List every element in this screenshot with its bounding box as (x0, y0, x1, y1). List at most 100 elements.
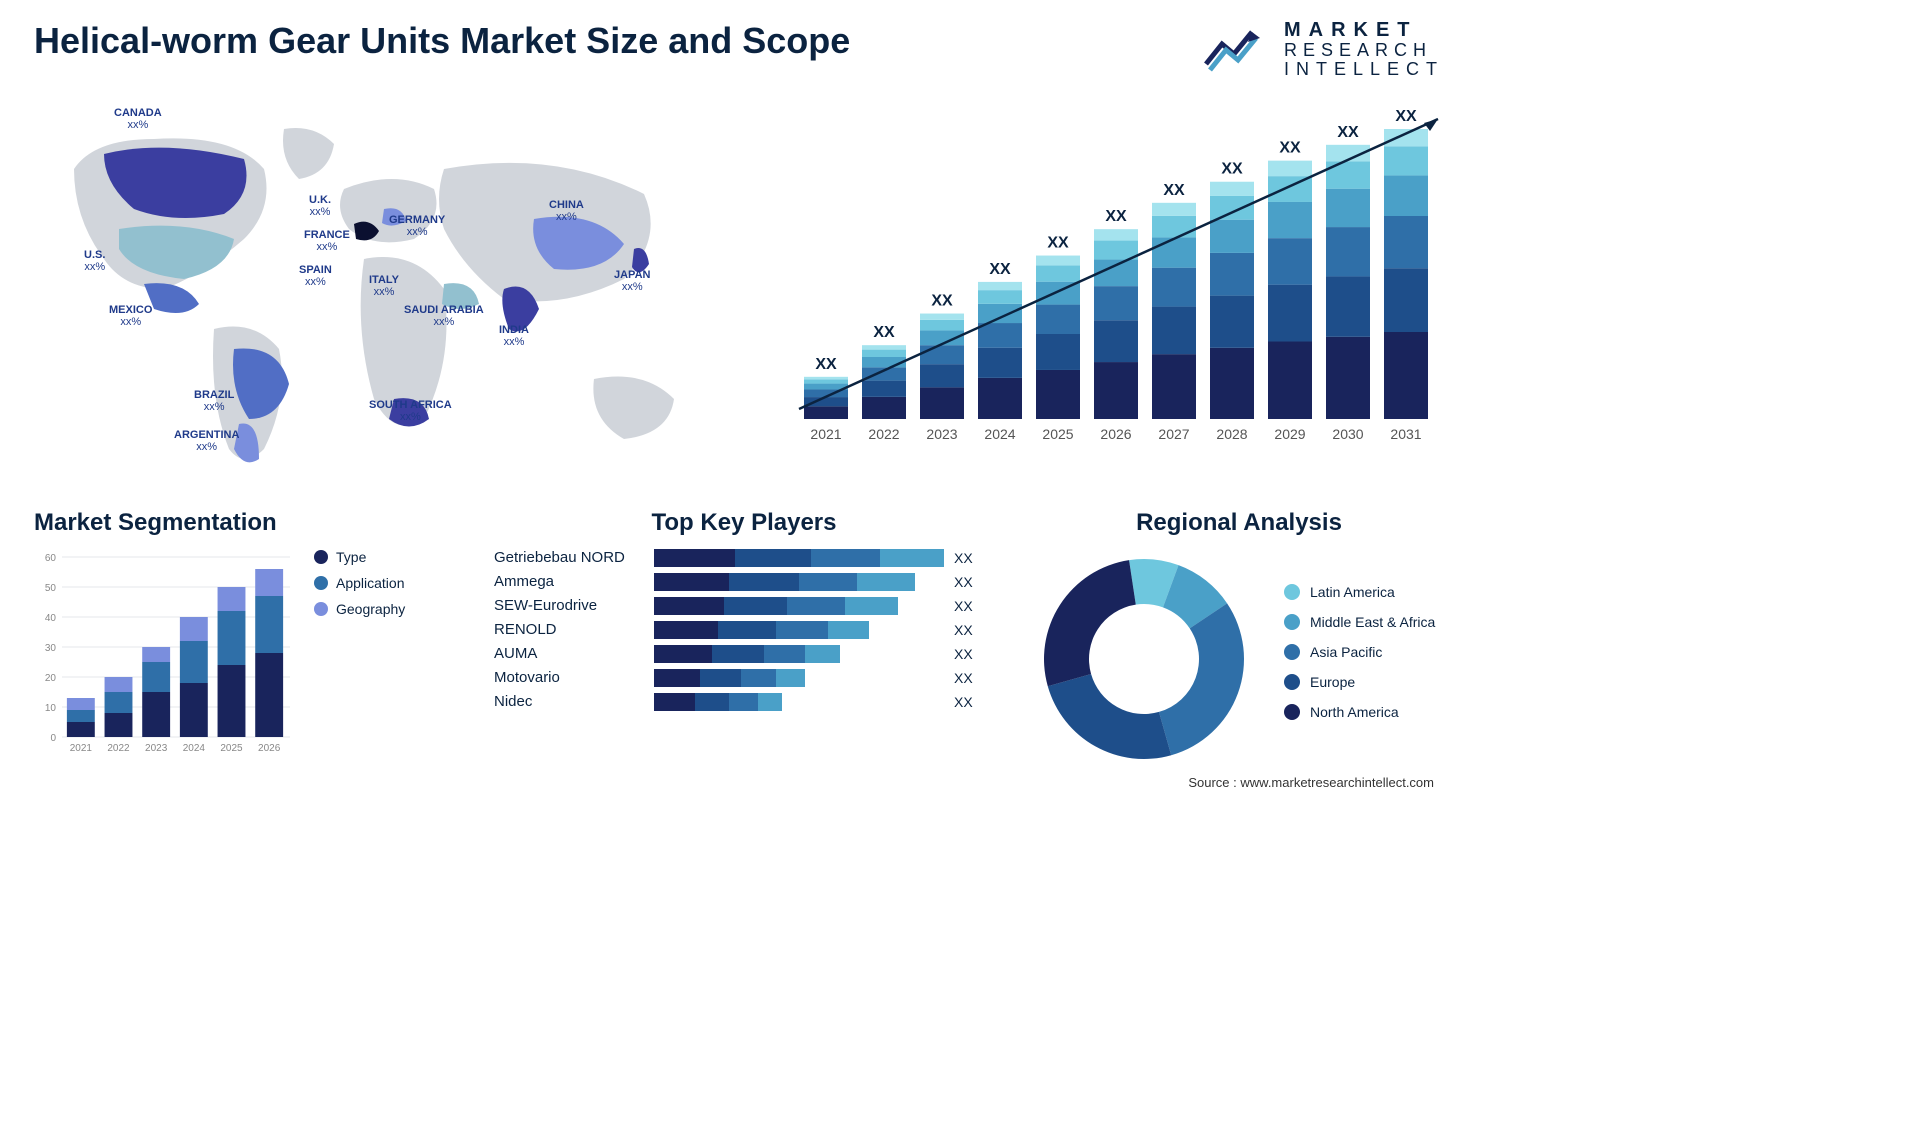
player-bar (654, 573, 915, 591)
svg-text:2023: 2023 (145, 743, 168, 754)
page-title: Helical-worm Gear Units Market Size and … (34, 20, 850, 62)
map-label: SPAINxx% (299, 264, 332, 288)
svg-text:2024: 2024 (183, 743, 206, 754)
svg-text:XX: XX (1047, 234, 1069, 251)
map-label: U.S.xx% (84, 249, 105, 273)
player-value: XX (954, 574, 994, 590)
map-label: ITALYxx% (369, 274, 399, 298)
legend-item: Europe (1284, 674, 1435, 690)
player-name: AUMA (494, 645, 644, 662)
map-label: U.K.xx% (309, 194, 331, 218)
segmentation-legend: Type Application Geography (314, 549, 405, 759)
svg-text:2023: 2023 (926, 426, 957, 442)
regions-legend: Latin America Middle East & Africa Asia Pa… (1284, 584, 1435, 734)
svg-text:XX: XX (873, 324, 895, 341)
brand-logo: MARKET RESEARCH INTELLECT (1204, 20, 1444, 79)
player-value: XX (954, 550, 994, 566)
svg-text:XX: XX (1395, 108, 1417, 125)
segmentation-chart: 0102030405060202120222023202420252026 (34, 549, 294, 759)
map-label: SAUDI ARABIAxx% (404, 304, 484, 328)
regions-title: Regional Analysis (1034, 509, 1444, 537)
player-name: Getriebebau NORD (494, 549, 644, 566)
player-value: XX (954, 694, 994, 710)
player-name: Motovario (494, 669, 644, 686)
map-label: FRANCExx% (304, 229, 350, 253)
svg-text:2027: 2027 (1158, 426, 1189, 442)
svg-text:2021: 2021 (70, 743, 93, 754)
map-label: SOUTH AFRICAxx% (369, 399, 452, 423)
map-label: ARGENTINAxx% (174, 429, 239, 453)
map-label: JAPANxx% (614, 269, 650, 293)
svg-text:2021: 2021 (810, 426, 841, 442)
svg-text:XX: XX (1163, 182, 1185, 199)
player-row: RENOLD XX (494, 621, 994, 639)
svg-text:2026: 2026 (1100, 426, 1131, 442)
player-name: Nidec (494, 693, 644, 710)
player-value: XX (954, 598, 994, 614)
svg-text:2031: 2031 (1390, 426, 1421, 442)
svg-text:0: 0 (50, 733, 56, 744)
svg-text:2022: 2022 (107, 743, 130, 754)
player-row: Getriebebau NORD XX (494, 549, 994, 567)
legend-item: North America (1284, 704, 1435, 720)
player-name: Ammega (494, 573, 644, 590)
map-label: CHINAxx% (549, 199, 584, 223)
legend-item: Middle East & Africa (1284, 614, 1435, 630)
players-chart: Getriebebau NORD XX Ammega XX SEW-Eurodrive X… (494, 549, 994, 711)
legend-item: Asia Pacific (1284, 644, 1435, 660)
map-label: MEXICOxx% (109, 304, 152, 328)
svg-text:2025: 2025 (1042, 426, 1073, 442)
world-map: CANADAxx% U.S.xx% MEXICOxx% BRAZILxx% ARGENT… (34, 99, 734, 479)
player-bar (654, 645, 840, 663)
svg-text:40: 40 (45, 613, 57, 624)
logo-line2: RESEARCH (1284, 41, 1444, 60)
svg-text:2028: 2028 (1216, 426, 1247, 442)
svg-text:2030: 2030 (1332, 426, 1363, 442)
players-title: Top Key Players (494, 509, 994, 537)
player-bar (654, 597, 898, 615)
svg-text:XX: XX (989, 261, 1011, 278)
logo-mark-icon (1204, 24, 1274, 74)
player-row: Nidec XX (494, 693, 994, 711)
svg-text:2029: 2029 (1274, 426, 1305, 442)
logo-line3: INTELLECT (1284, 60, 1444, 79)
player-bar (654, 669, 805, 687)
legend-item: Type (314, 549, 405, 565)
svg-text:XX: XX (815, 356, 837, 373)
svg-text:XX: XX (931, 292, 953, 309)
player-value: XX (954, 622, 994, 638)
svg-text:XX: XX (1221, 161, 1243, 178)
legend-item: Application (314, 575, 405, 591)
svg-text:XX: XX (1105, 208, 1127, 225)
svg-text:2026: 2026 (258, 743, 281, 754)
svg-text:30: 30 (45, 643, 57, 654)
source-label: Source : www.marketresearchintellect.com (34, 775, 1444, 790)
regions-donut (1034, 549, 1254, 769)
legend-item: Latin America (1284, 584, 1435, 600)
player-row: Ammega XX (494, 573, 994, 591)
player-value: XX (954, 670, 994, 686)
player-value: XX (954, 646, 994, 662)
segmentation-title: Market Segmentation (34, 509, 454, 537)
player-name: RENOLD (494, 621, 644, 638)
map-label: INDIAxx% (499, 324, 529, 348)
svg-text:2022: 2022 (868, 426, 899, 442)
svg-text:50: 50 (45, 583, 57, 594)
player-name: SEW-Eurodrive (494, 597, 644, 614)
legend-item: Geography (314, 601, 405, 617)
market-size-chart: 2021 XX 2022 XX 2023 XX 2024 XX 2025 XX 2026 XX 2027… (774, 99, 1444, 459)
svg-text:20: 20 (45, 673, 57, 684)
player-bar (654, 549, 944, 567)
map-label: GERMANYxx% (389, 214, 445, 238)
svg-text:60: 60 (45, 553, 57, 564)
player-bar (654, 693, 782, 711)
player-bar (654, 621, 869, 639)
player-row: AUMA XX (494, 645, 994, 663)
map-label: CANADAxx% (114, 107, 162, 131)
svg-text:XX: XX (1337, 124, 1359, 141)
map-label: BRAZILxx% (194, 389, 234, 413)
player-row: SEW-Eurodrive XX (494, 597, 994, 615)
svg-text:2025: 2025 (220, 743, 243, 754)
svg-text:XX: XX (1279, 139, 1301, 156)
svg-text:2024: 2024 (984, 426, 1015, 442)
